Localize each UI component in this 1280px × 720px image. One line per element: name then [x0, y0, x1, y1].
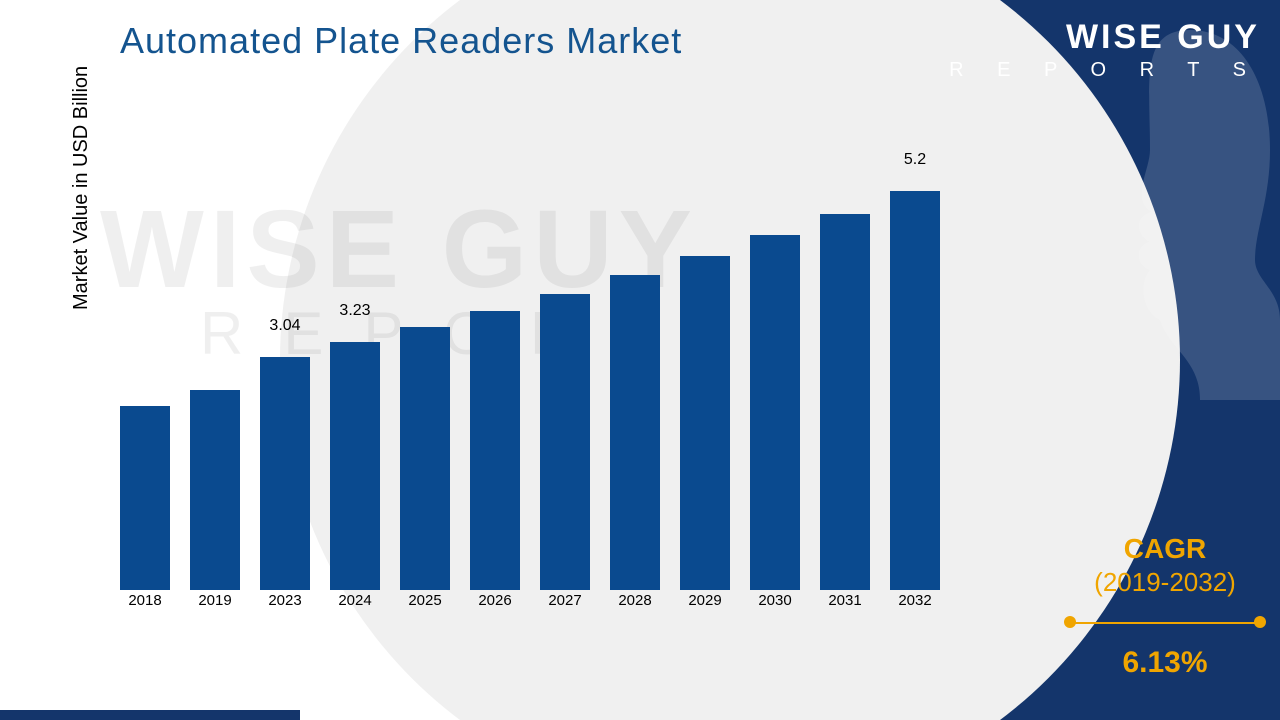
bar-value-label: 3.23: [339, 302, 370, 320]
x-tick-label: 2023: [260, 592, 310, 609]
bar-2023: 3.04: [260, 357, 310, 590]
bar-rect: [260, 357, 310, 590]
bar-value-label: 3.04: [269, 317, 300, 335]
bar-rect: [540, 294, 590, 590]
x-tick-label: 2027: [540, 592, 590, 609]
brand-top: WISE GUY: [949, 20, 1260, 54]
bar-2025: [400, 327, 450, 590]
bar-2026: [470, 311, 520, 590]
chart-area: Automated Plate Readers Market WISE GUY …: [40, 10, 960, 650]
bars-container: 3.04 3.23 5.2: [120, 160, 940, 590]
bar-2019: [190, 390, 240, 590]
bar-rect: [400, 327, 450, 590]
x-tick-label: 2029: [680, 592, 730, 609]
x-tick-label: 2030: [750, 592, 800, 609]
bar-rect: [820, 214, 870, 590]
bar-2031: [820, 214, 870, 590]
bar-rect: [750, 235, 800, 590]
chart-title: Automated Plate Readers Market: [40, 10, 960, 62]
brand-logo: WISE GUY R E P O R T S: [949, 20, 1260, 82]
bar-rect: [610, 275, 660, 590]
bar-rect: [890, 191, 940, 590]
x-tick-label: 2031: [820, 592, 870, 609]
plot-region: 3.04 3.23 5.2: [120, 160, 940, 590]
bar-2030: [750, 235, 800, 590]
bar-rect: [190, 390, 240, 590]
bar-rect: [680, 256, 730, 590]
brand-bottom: R E P O R T S: [949, 58, 1260, 82]
bar-rect: [120, 406, 170, 590]
bottom-accent-strip: [0, 710, 300, 720]
bar-2024: 3.23: [330, 342, 380, 590]
page-root: WISE GUY R E P O R T S CAGR (2019-2032) …: [0, 0, 1280, 720]
cagr-value: 6.13%: [1050, 646, 1280, 680]
y-axis-label: Market Value in USD Billion: [70, 66, 93, 310]
x-tick-label: 2028: [610, 592, 660, 609]
bar-2027: [540, 294, 590, 590]
cagr-block: CAGR (2019-2032) 6.13%: [1050, 533, 1280, 680]
cagr-divider: [1070, 612, 1260, 632]
x-tick-label: 2032: [890, 592, 940, 609]
x-axis: 2018 2019 2023 2024 2025 2026 2027 2028 2029 2030…: [120, 592, 940, 609]
x-tick-label: 2026: [470, 592, 520, 609]
bar-rect: [330, 342, 380, 590]
x-tick-label: 2019: [190, 592, 240, 609]
bar-2018: [120, 406, 170, 590]
bar-2028: [610, 275, 660, 590]
bar-value-label: 5.2: [904, 151, 926, 169]
cagr-label: CAGR: [1050, 533, 1280, 565]
bar-2032: 5.2: [890, 191, 940, 590]
bar-rect: [470, 311, 520, 590]
bar-2029: [680, 256, 730, 590]
x-tick-label: 2018: [120, 592, 170, 609]
x-tick-label: 2025: [400, 592, 450, 609]
x-tick-label: 2024: [330, 592, 380, 609]
cagr-period: (2019-2032): [1050, 567, 1280, 598]
